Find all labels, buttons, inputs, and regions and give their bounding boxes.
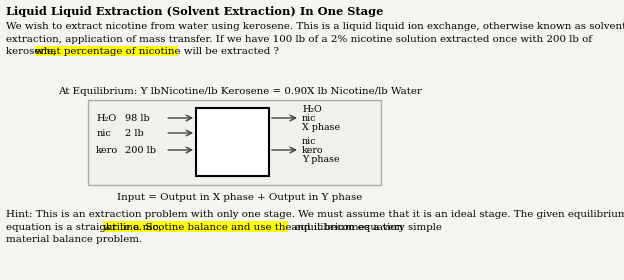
Text: 200 lb: 200 lb bbox=[125, 146, 157, 155]
Text: 2 lb: 2 lb bbox=[125, 129, 144, 137]
Text: what percentage of nicotine will be extracted ?: what percentage of nicotine will be extr… bbox=[36, 47, 280, 56]
Bar bbox=[196, 108, 269, 176]
FancyBboxPatch shape bbox=[36, 46, 178, 56]
Text: kero: kero bbox=[96, 146, 119, 155]
Text: equation is a straight line. So,: equation is a straight line. So, bbox=[6, 223, 165, 232]
Text: Y phase: Y phase bbox=[302, 155, 340, 164]
Text: nic: nic bbox=[302, 137, 316, 146]
Text: Input = Output in X phase + Output in Y phase: Input = Output in X phase + Output in Y … bbox=[117, 193, 363, 202]
Text: material balance problem.: material balance problem. bbox=[6, 235, 142, 244]
Text: We wish to extract nicotine from water using kerosene. This is a liquid liquid i: We wish to extract nicotine from water u… bbox=[6, 22, 624, 31]
Text: 98 lb: 98 lb bbox=[125, 113, 150, 123]
Text: kerosene,: kerosene, bbox=[6, 47, 60, 56]
Bar bbox=[89, 100, 381, 185]
Text: write a nicotine balance and use the equilibrium equation: write a nicotine balance and use the equ… bbox=[103, 223, 403, 232]
Text: and it becomes a very simple: and it becomes a very simple bbox=[288, 223, 441, 232]
Text: X phase: X phase bbox=[302, 123, 340, 132]
FancyBboxPatch shape bbox=[103, 221, 288, 232]
Text: At Equilibrium: Y lbNicotine/lb Kerosene = 0.90X lb Nicotine/lb Water: At Equilibrium: Y lbNicotine/lb Kerosene… bbox=[58, 87, 422, 96]
Text: Hint: This is an extraction problem with only one stage. We must assume that it : Hint: This is an extraction problem with… bbox=[6, 210, 624, 219]
Text: extraction, application of mass transfer. If we have 100 lb of a 2% nicotine sol: extraction, application of mass transfer… bbox=[6, 34, 592, 43]
Text: nic: nic bbox=[96, 129, 111, 137]
Text: kero: kero bbox=[302, 146, 324, 155]
Text: Liquid Liquid Extraction (Solvent Extraction) In One Stage: Liquid Liquid Extraction (Solvent Extrac… bbox=[6, 6, 384, 17]
Text: H₂O: H₂O bbox=[302, 104, 322, 113]
Text: nic: nic bbox=[302, 113, 316, 123]
Text: H₂O: H₂O bbox=[96, 113, 116, 123]
